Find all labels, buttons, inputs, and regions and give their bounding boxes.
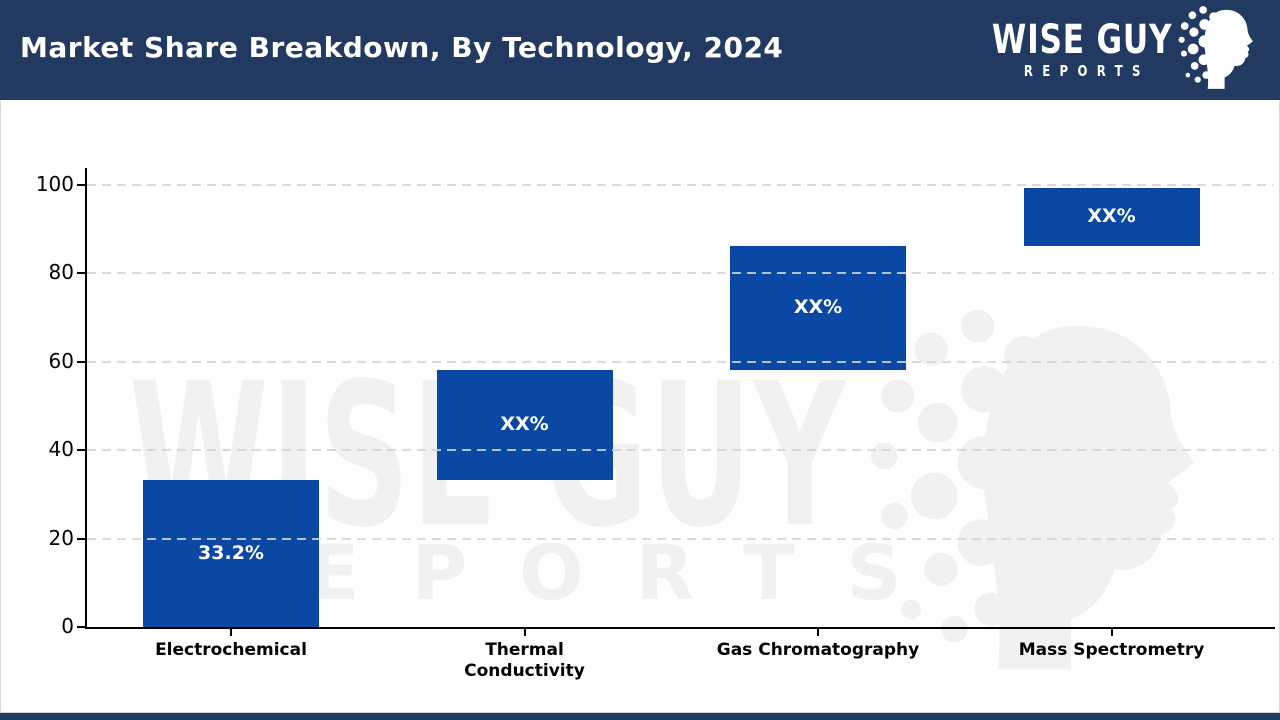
y-tick-label: 60 xyxy=(48,348,74,373)
y-tick-mark xyxy=(77,537,85,540)
y-tick-label: 100 xyxy=(35,172,74,196)
bar-thermal-conductivity xyxy=(436,369,613,481)
waterfall-chart: 0 20 40 60 80 100 33.2% Electrochemical XX% Therm… xyxy=(1,100,1279,712)
x-tick-mark xyxy=(1110,629,1113,636)
x-category-label: Thermal Conductivity xyxy=(464,640,585,681)
bar-value-label: XX% xyxy=(793,295,843,318)
gridline xyxy=(87,184,1273,186)
y-tick-label: 80 xyxy=(48,260,74,285)
x-tick-mark xyxy=(817,629,819,636)
bar-value-label: XX% xyxy=(500,413,549,435)
logo-subtitle: REPORTS xyxy=(1023,61,1150,80)
y-tick-label: 20 xyxy=(48,525,74,550)
y-tick-label: 0 xyxy=(61,614,74,638)
gridline xyxy=(87,449,1273,452)
y-tick-mark xyxy=(77,449,85,452)
wiseguy-head-icon xyxy=(1178,6,1253,89)
brand-logo: WISE GUY REPORTS xyxy=(941,6,1266,92)
gridline xyxy=(87,537,1273,540)
y-tick-label: 40 xyxy=(48,437,74,462)
y-tick-mark xyxy=(77,626,85,628)
y-tick-mark xyxy=(77,360,85,363)
y-axis-line xyxy=(85,168,87,629)
header-bar: Market Share Breakdown, By Technology, 2… xyxy=(0,0,1280,100)
bar-mass-spectrometry xyxy=(1023,187,1200,246)
x-category-label: Gas Chromatography xyxy=(716,640,920,660)
chart-area: WISE GUY REPORTS 0 20 40 60 80 100 33.2% Electr… xyxy=(0,100,1280,713)
gridline xyxy=(87,272,1273,275)
logo-wordmark: WISE GUY xyxy=(991,16,1172,63)
x-axis-line xyxy=(85,627,1275,629)
bar-gas-chromatography xyxy=(730,245,906,370)
bar-value-label: XX% xyxy=(1087,204,1136,227)
bar-value-label: 33.2% xyxy=(198,541,264,564)
x-tick-mark xyxy=(523,629,526,636)
footer-bar xyxy=(0,713,1280,720)
x-category-label: Mass Spectrometry xyxy=(1018,640,1205,660)
x-tick-mark xyxy=(230,629,232,636)
y-tick-mark xyxy=(77,184,85,186)
y-tick-mark xyxy=(77,272,85,275)
page-title: Market Share Breakdown, By Technology, 2… xyxy=(20,30,784,64)
gridline xyxy=(87,360,1273,363)
brand-logo-text: WISE GUY REPORTS xyxy=(992,19,1172,80)
x-category-label: Electrochemical xyxy=(155,640,307,660)
bar-electrochemical xyxy=(143,480,319,627)
